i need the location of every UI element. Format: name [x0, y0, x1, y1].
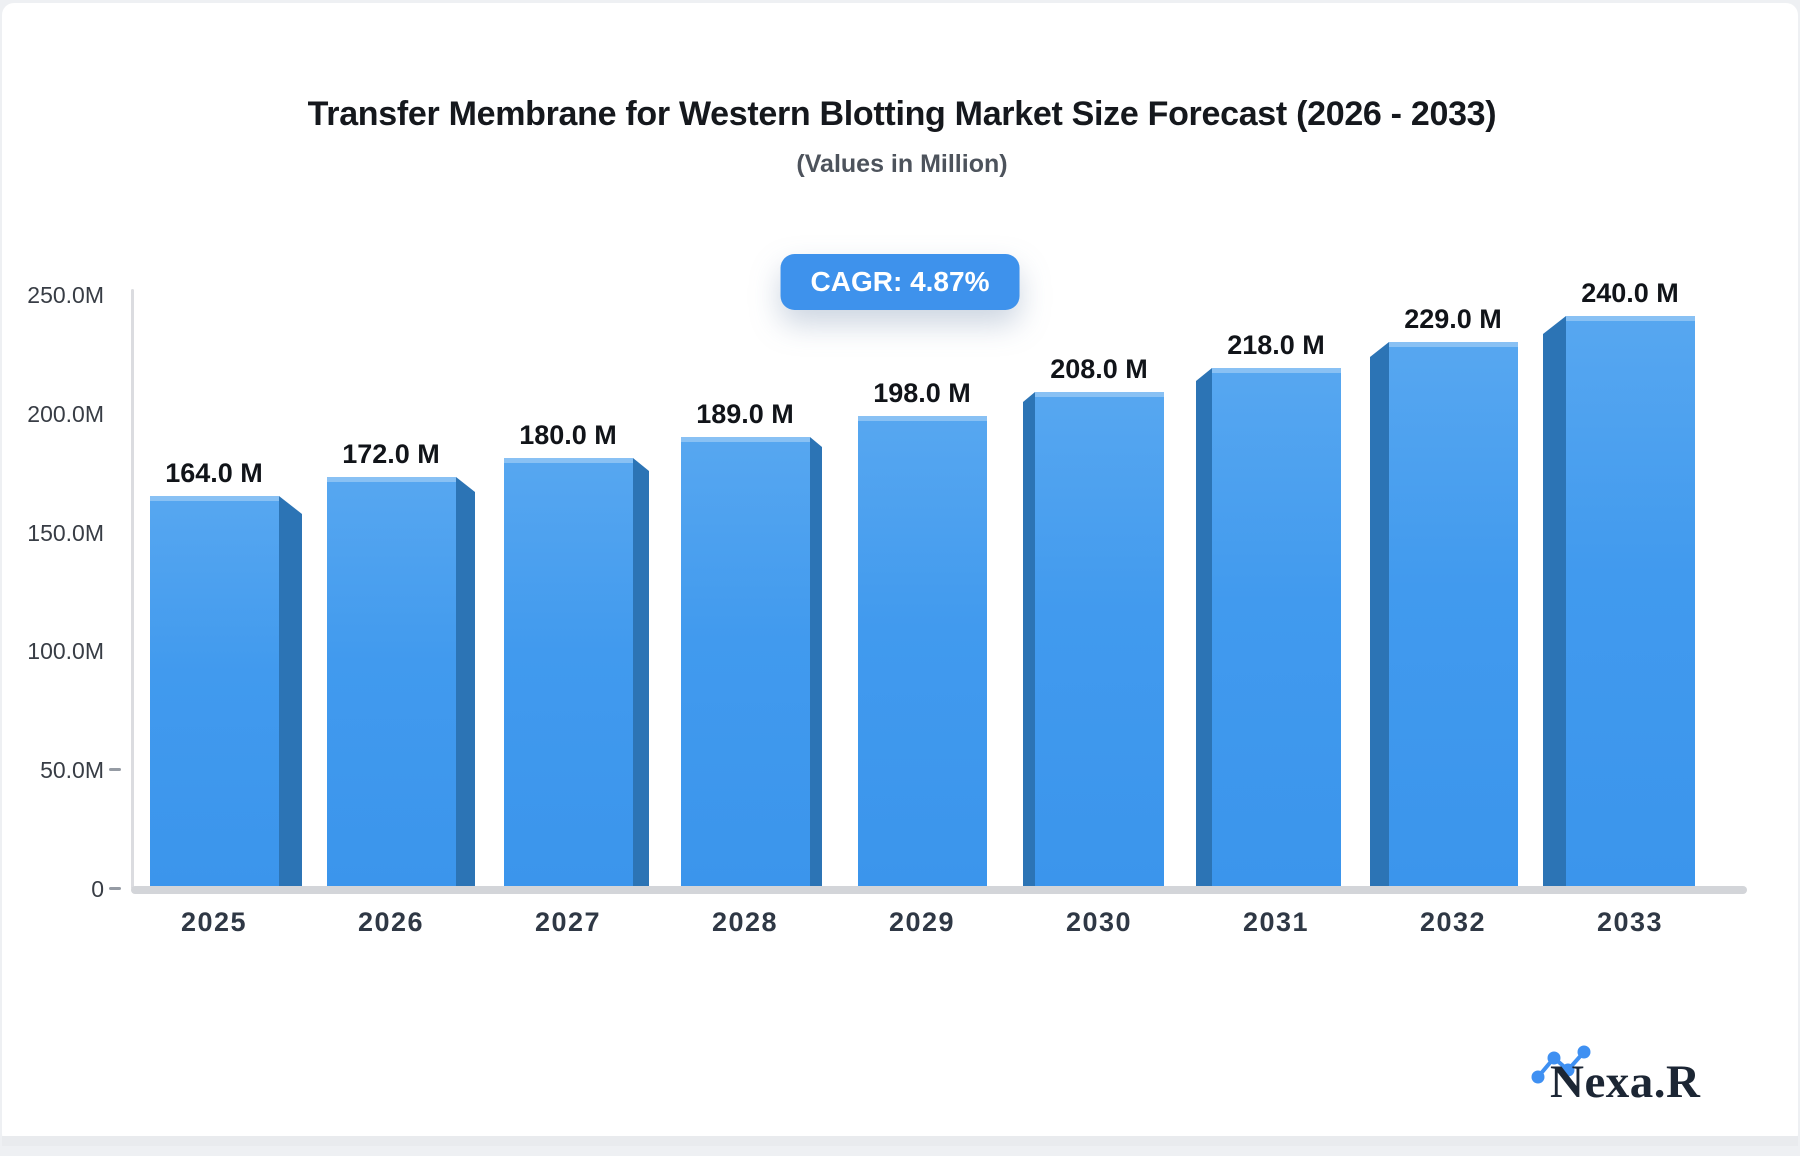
- y-tick-mark: [109, 887, 121, 890]
- bar-2031[interactable]: [1212, 368, 1341, 886]
- bar-2027[interactable]: [504, 458, 633, 886]
- bar-top-highlight: [1212, 368, 1341, 373]
- bar-top-highlight: [150, 496, 279, 501]
- bar-top-highlight: [858, 416, 987, 421]
- chart-subtitle: (Values in Million): [796, 150, 1008, 178]
- y-tick-mark: [109, 768, 121, 772]
- x-axis-label-2025: 2025: [180, 907, 248, 937]
- bar-value-label-2026: 172.0 M: [342, 439, 440, 469]
- x-axis-label-2030: 2030: [1065, 907, 1133, 937]
- bar-top-highlight: [1389, 342, 1518, 347]
- bar-2032[interactable]: [1389, 342, 1518, 886]
- bar-value-label-2030: 208.0 M: [1050, 354, 1148, 384]
- y-tick-label-150.0M: 150.0M: [27, 519, 104, 546]
- bar-value-label-2031: 218.0 M: [1227, 330, 1325, 360]
- bar-2026[interactable]: [327, 477, 456, 886]
- bar-value-label-2027: 180.0 M: [519, 420, 617, 450]
- x-axis-label-2033: 2033: [1596, 907, 1664, 937]
- bar-side-panel-2030: [1023, 392, 1035, 886]
- y-tick-label-50.0M: 50.0M: [40, 757, 104, 784]
- bar-side-panel-2032: [1370, 342, 1389, 886]
- bar-top-highlight: [681, 437, 810, 442]
- bar-2033[interactable]: [1566, 316, 1695, 886]
- bottom-strip: [2, 1136, 1798, 1146]
- bar-side-panel-2025: [279, 496, 302, 886]
- x-axis-label-2031: 2031: [1242, 907, 1310, 937]
- chart-header: Transfer Membrane for Western Blotting M…: [22, 3, 1782, 179]
- bar-2028[interactable]: [681, 437, 810, 886]
- y-tick-label-100.0M: 100.0M: [27, 638, 104, 665]
- brand-logo-text: Nexa.R: [1550, 1056, 1701, 1108]
- bar-value-label-2029: 198.0 M: [873, 378, 971, 408]
- bar-top-highlight: [327, 477, 456, 482]
- bar-side-panel-2033: [1543, 316, 1566, 886]
- bar-top-highlight: [1035, 392, 1164, 397]
- bar-value-label-2028: 189.0 M: [696, 399, 794, 429]
- brand-logo: Nexa.R: [1528, 1041, 1748, 1125]
- bar-top-highlight: [504, 458, 633, 463]
- x-axis-baseline: [131, 886, 1747, 894]
- bar-value-label-2025: 164.0 M: [165, 458, 263, 488]
- bar-value-label-2033: 240.0 M: [1581, 278, 1679, 308]
- x-axis-label-2029: 2029: [888, 907, 956, 937]
- bar-side-panel-2027: [633, 458, 649, 886]
- trend-line-chart-icon: [1530, 1045, 1592, 1094]
- cagr-badge: CAGR: 4.87%: [780, 254, 1020, 310]
- bar-side-panel-2031: [1196, 368, 1212, 886]
- x-axis-label-2026: 2026: [357, 907, 425, 937]
- bar-2030[interactable]: [1035, 392, 1164, 886]
- x-axis-label-2028: 2028: [711, 907, 779, 937]
- y-tick-label-250.0M: 250.0M: [27, 282, 104, 308]
- bar-2029[interactable]: [858, 416, 987, 886]
- bar-value-label-2032: 229.0 M: [1404, 304, 1502, 334]
- chart-card: Transfer Membrane for Western Blotting M…: [2, 3, 1798, 1146]
- y-tick-label-200.0M: 200.0M: [27, 400, 104, 427]
- bar-side-panel-2026: [456, 477, 475, 886]
- y-tick-label-0: 0: [91, 876, 104, 902]
- y-axis-line: [131, 289, 134, 889]
- x-axis-label-2032: 2032: [1419, 907, 1487, 937]
- bar-2025[interactable]: [150, 496, 279, 886]
- bar-side-panel-2028: [810, 437, 822, 886]
- bar-top-highlight: [1566, 316, 1695, 321]
- x-axis-label-2027: 2027: [534, 907, 602, 937]
- chart-title: Transfer Membrane for Western Blotting M…: [307, 95, 1497, 133]
